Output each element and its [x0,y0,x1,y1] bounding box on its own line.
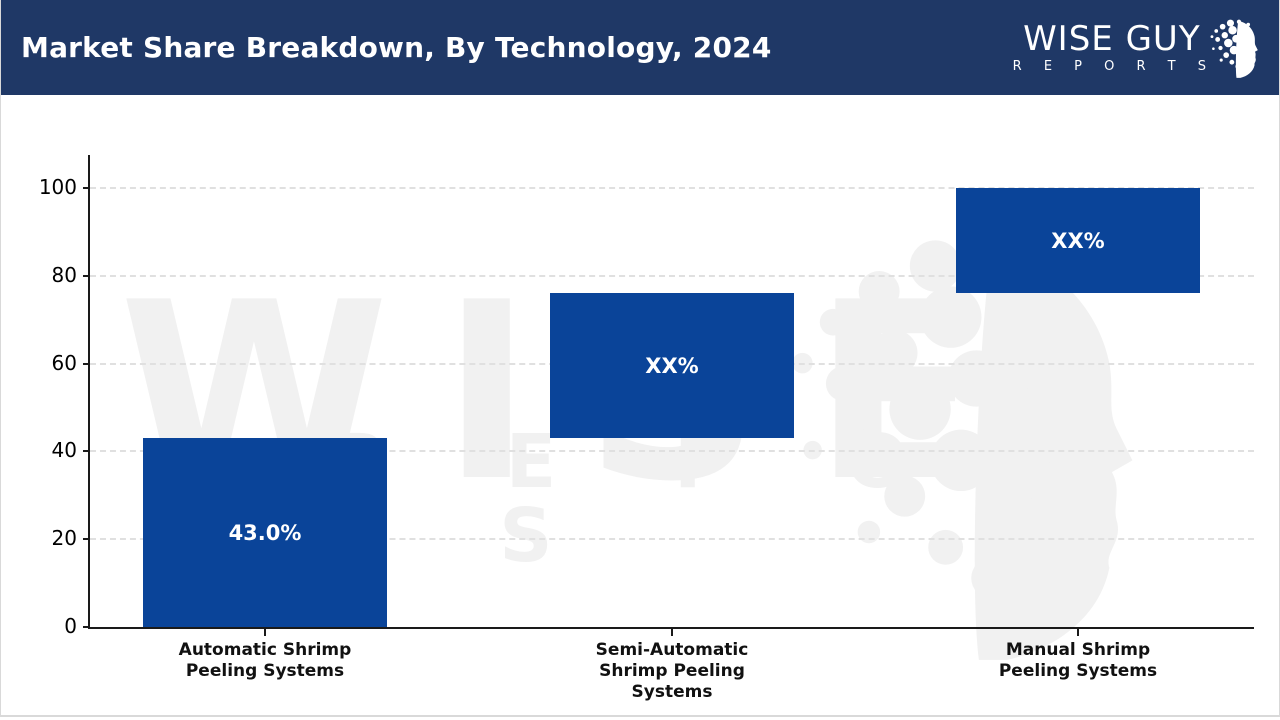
x-category-label: Manual Shrimp Peeling Systems [998,640,1158,681]
logo-subtitle: R E P O R T S [1012,59,1215,74]
gridline [90,274,1254,277]
y-tick-mark [83,538,90,541]
y-tick-mark [83,362,90,365]
gridline [90,450,1254,453]
y-tick-label: 20 [51,526,77,551]
bars: 43.0% XX% XX% [1,95,1280,715]
x-tick-mark [671,629,673,636]
bar-3: XX% [956,188,1200,294]
bar-2: XX% [550,293,794,439]
x-axis [88,627,1254,629]
chart: WISE R E P O R T S [1,95,1280,715]
bar-value-label: 43.0% [228,520,302,545]
y-tick-label: 40 [51,438,77,463]
bar-value-label: XX% [645,353,699,378]
x-category-label: Semi-Automatic Shrimp Peeling Systems [595,640,749,702]
bar-value-label: XX% [1051,228,1105,253]
logo-wordmark: WISE GUY [1023,19,1201,59]
header: Market Share Breakdown, By Technology, 2… [1,0,1279,95]
y-tick-mark [83,187,90,189]
x-category-label: Automatic Shrimp Peeling Systems [178,640,352,681]
axes: 0 20 40 60 80 100 Automatic Shrimp Peeling Sys… [1,95,1280,715]
y-tick-mark [83,626,90,628]
y-tick-mark [83,274,90,277]
dotted-head-profile-icon [1210,19,1258,78]
x-tick-mark [264,629,266,636]
y-axis [88,155,90,629]
page-title: Market Share Breakdown, By Technology, 2… [21,31,772,64]
y-tick-mark [83,450,90,453]
y-tick-label: 100 [38,175,77,199]
x-tick-mark [1077,629,1079,636]
bar-1: 43.0% [143,438,387,627]
gridline [90,538,1254,541]
wiseguy-logo: WISE GUY R E P O R T S [1009,8,1261,88]
y-tick-label: 80 [51,262,77,287]
y-tick-label: 60 [51,350,77,375]
gridline [90,187,1254,189]
y-tick-label: 0 [64,614,77,638]
